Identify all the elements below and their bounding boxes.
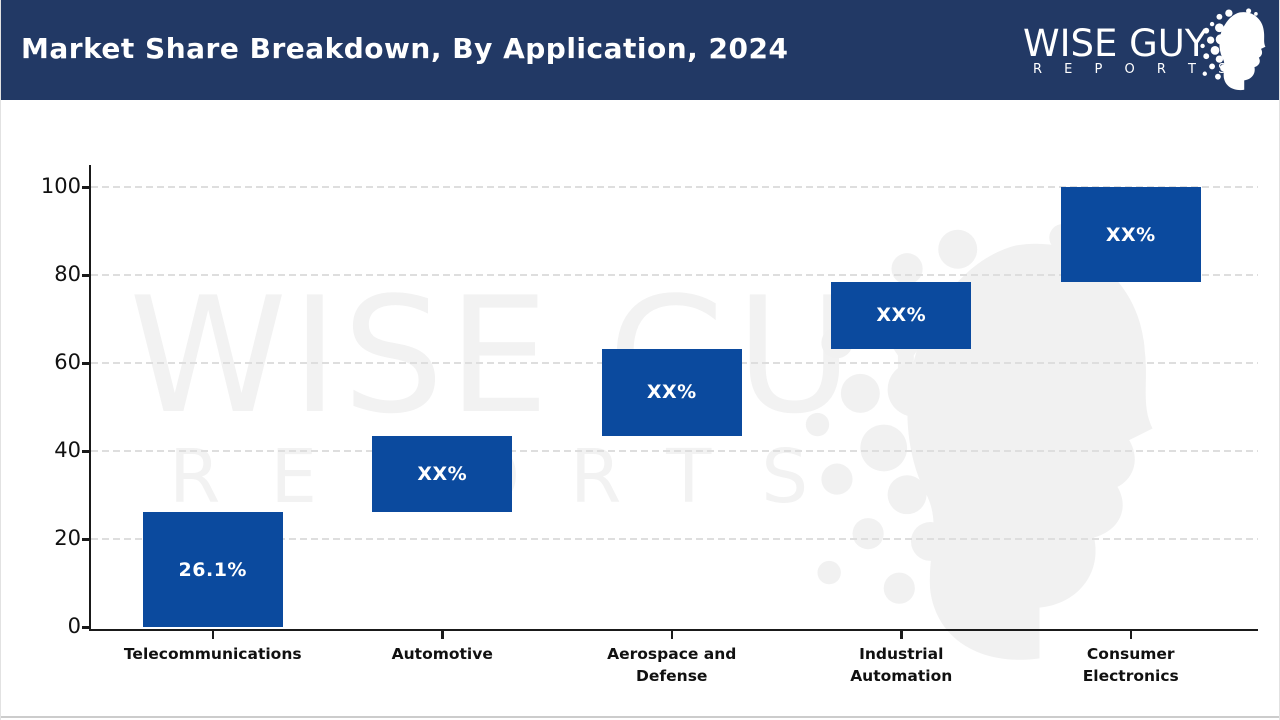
x-category-label: Aerospace and Defense (607, 645, 737, 685)
y-tick-label: 80 (54, 262, 81, 286)
y-tick-mark (82, 274, 91, 277)
gridline-40 (91, 450, 1258, 452)
y-tick-mark (82, 362, 91, 365)
gridline-80 (91, 274, 1258, 276)
wise-guy-logo: WISE GUY R E P O R T S (1023, 6, 1273, 94)
bar-value-label: XX% (1105, 223, 1156, 246)
x-tick-mark (670, 630, 673, 639)
bar-value-label: XX% (646, 381, 697, 404)
x-axis (88, 628, 1258, 631)
x-category-label: Automotive (391, 645, 493, 663)
x-tick-mark (211, 630, 214, 639)
bottom-divider (1, 716, 1279, 718)
bar-value-label: XX% (417, 462, 468, 485)
header-bar: Market Share Breakdown, By Application, … (1, 0, 1279, 100)
bar-value-label: 26.1% (178, 558, 247, 581)
y-tick-label: 100 (40, 174, 81, 198)
x-category-label: Consumer Electronics (1082, 645, 1179, 685)
logo-subtext: R E P O R T S (1033, 62, 1236, 77)
x-tick-mark (900, 630, 903, 639)
y-tick-label: 60 (54, 350, 81, 374)
bar-segment-aerospace-and-defense[interactable]: XX% (601, 348, 742, 436)
y-tick-label: 20 (54, 526, 81, 550)
x-tick-mark (1129, 630, 1132, 639)
bar-segment-automotive[interactable]: XX% (372, 435, 513, 513)
bar-segment-industrial-automation[interactable]: XX% (831, 282, 972, 349)
bar-segment-telecommunications[interactable]: 26.1% (142, 512, 283, 627)
bar-segment-consumer-electronics[interactable]: XX% (1060, 187, 1201, 283)
y-tick-label: 0 (67, 614, 81, 638)
logo-text: WISE GUY (1023, 22, 1208, 65)
y-tick-mark (82, 626, 91, 629)
bar-value-label: XX% (876, 304, 927, 327)
page-title: Market Share Breakdown, By Application, … (21, 32, 789, 66)
x-category-label: Telecommunications (123, 645, 302, 663)
x-category-label: Industrial Automation (850, 645, 953, 685)
gridline-20 (91, 538, 1258, 540)
y-tick-mark (82, 450, 91, 453)
y-tick-label: 40 (54, 438, 81, 462)
y-tick-mark (82, 538, 91, 541)
y-tick-mark (82, 186, 91, 189)
x-tick-mark (441, 630, 444, 639)
gridline-100 (91, 186, 1258, 188)
y-axis (88, 165, 91, 631)
